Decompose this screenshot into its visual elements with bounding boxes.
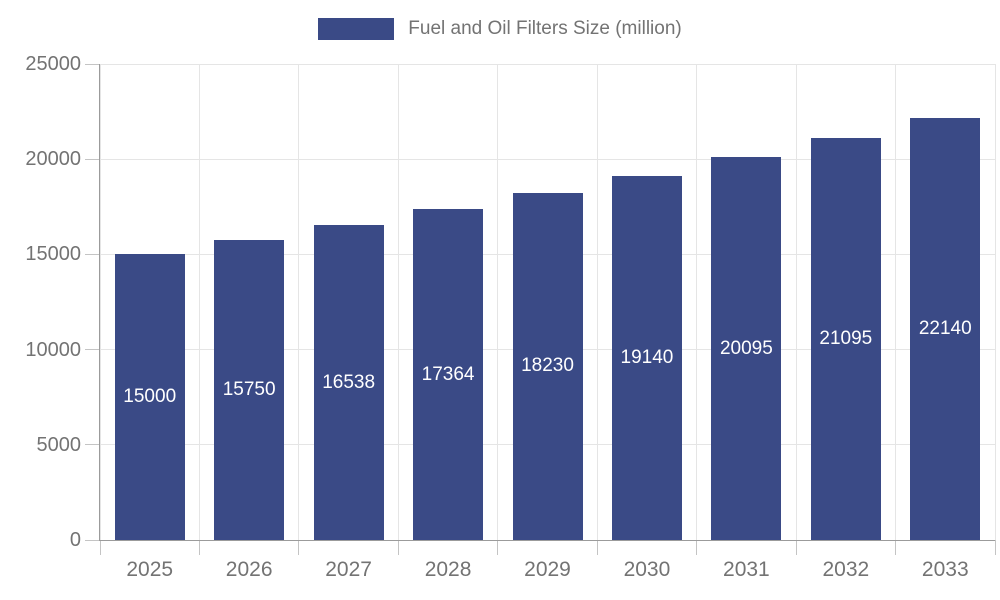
y-axis-tick-label: 0 (69, 529, 81, 551)
y-axis-tick (85, 349, 100, 351)
y-axis-tick-label: 10000 (25, 338, 81, 361)
y-axis-tick-label: 20000 (25, 148, 81, 171)
bar-value-label: 20095 (719, 337, 773, 359)
bar[interactable] (413, 209, 484, 540)
y-axis-tick (85, 539, 100, 541)
gridline-vertical (99, 64, 101, 540)
bar-value-label: 21095 (819, 328, 873, 350)
bar[interactable] (611, 175, 682, 540)
gridline-vertical (795, 64, 797, 540)
y-axis-line (99, 64, 100, 540)
gridline-vertical (397, 64, 399, 540)
x-axis-tick (298, 540, 300, 555)
x-axis-tick (596, 540, 598, 555)
legend-item[interactable]: Fuel and Oil Filters Size (million) (318, 18, 682, 40)
x-axis-tick-label: 2027 (325, 558, 372, 581)
bar[interactable] (114, 254, 185, 540)
x-axis-tick-label: 2026 (225, 558, 273, 581)
x-axis-tick-label: 2031 (723, 558, 770, 581)
x-axis-tick (994, 540, 996, 555)
x-axis-tick-label: 2029 (524, 558, 571, 581)
legend-swatch-icon (318, 18, 395, 40)
gridline-vertical (497, 64, 499, 540)
bar[interactable] (214, 240, 285, 540)
bar[interactable] (313, 225, 384, 540)
x-axis-tick (497, 540, 499, 555)
x-axis-tick-label: 2033 (921, 558, 969, 581)
bar-value-label: 22140 (918, 318, 972, 340)
x-axis-tick (696, 540, 698, 555)
x-axis-tick-label: 2030 (623, 558, 671, 581)
gridline-horizontal (100, 63, 995, 65)
bar-value-label: 16538 (322, 371, 376, 393)
bar-value-label: 19140 (620, 346, 674, 368)
y-axis-tick (85, 63, 100, 65)
x-axis-tick (99, 540, 101, 555)
y-axis-tick (85, 158, 100, 160)
x-axis-tick (198, 540, 200, 555)
x-axis-tick-label: 2028 (424, 558, 472, 581)
gridline-vertical (596, 64, 598, 540)
y-axis-tick-label: 25000 (25, 53, 81, 75)
bar-value-label: 17364 (421, 363, 475, 385)
gridline-horizontal (100, 158, 995, 160)
y-axis-tick (85, 253, 100, 255)
x-axis-tick (895, 540, 897, 555)
gridline-vertical (696, 64, 698, 540)
gridline-vertical (895, 64, 897, 540)
gridline-vertical (198, 64, 200, 540)
bar[interactable] (810, 138, 881, 540)
bar-value-label: 15000 (123, 386, 177, 408)
legend-label: Fuel and Oil Filters Size (million) (408, 18, 682, 39)
legend: Fuel and Oil Filters Size (million) (0, 18, 1000, 40)
bar[interactable] (512, 192, 583, 540)
x-axis-tick (795, 540, 797, 555)
x-axis-tick-label: 2025 (126, 558, 174, 581)
bar-value-label: 18230 (521, 355, 574, 377)
gridline-vertical (994, 64, 996, 540)
y-axis-tick (85, 444, 100, 446)
y-axis-tick-label: 15000 (25, 243, 81, 266)
x-axis-line (99, 539, 995, 541)
x-axis-tick-label: 2032 (822, 558, 870, 581)
bar[interactable] (910, 118, 981, 540)
bar[interactable] (711, 157, 782, 540)
bar-value-label: 15750 (222, 379, 276, 401)
y-axis-tick-label: 5000 (36, 433, 82, 456)
x-axis-tick (397, 540, 399, 555)
gridline-vertical (298, 64, 300, 540)
